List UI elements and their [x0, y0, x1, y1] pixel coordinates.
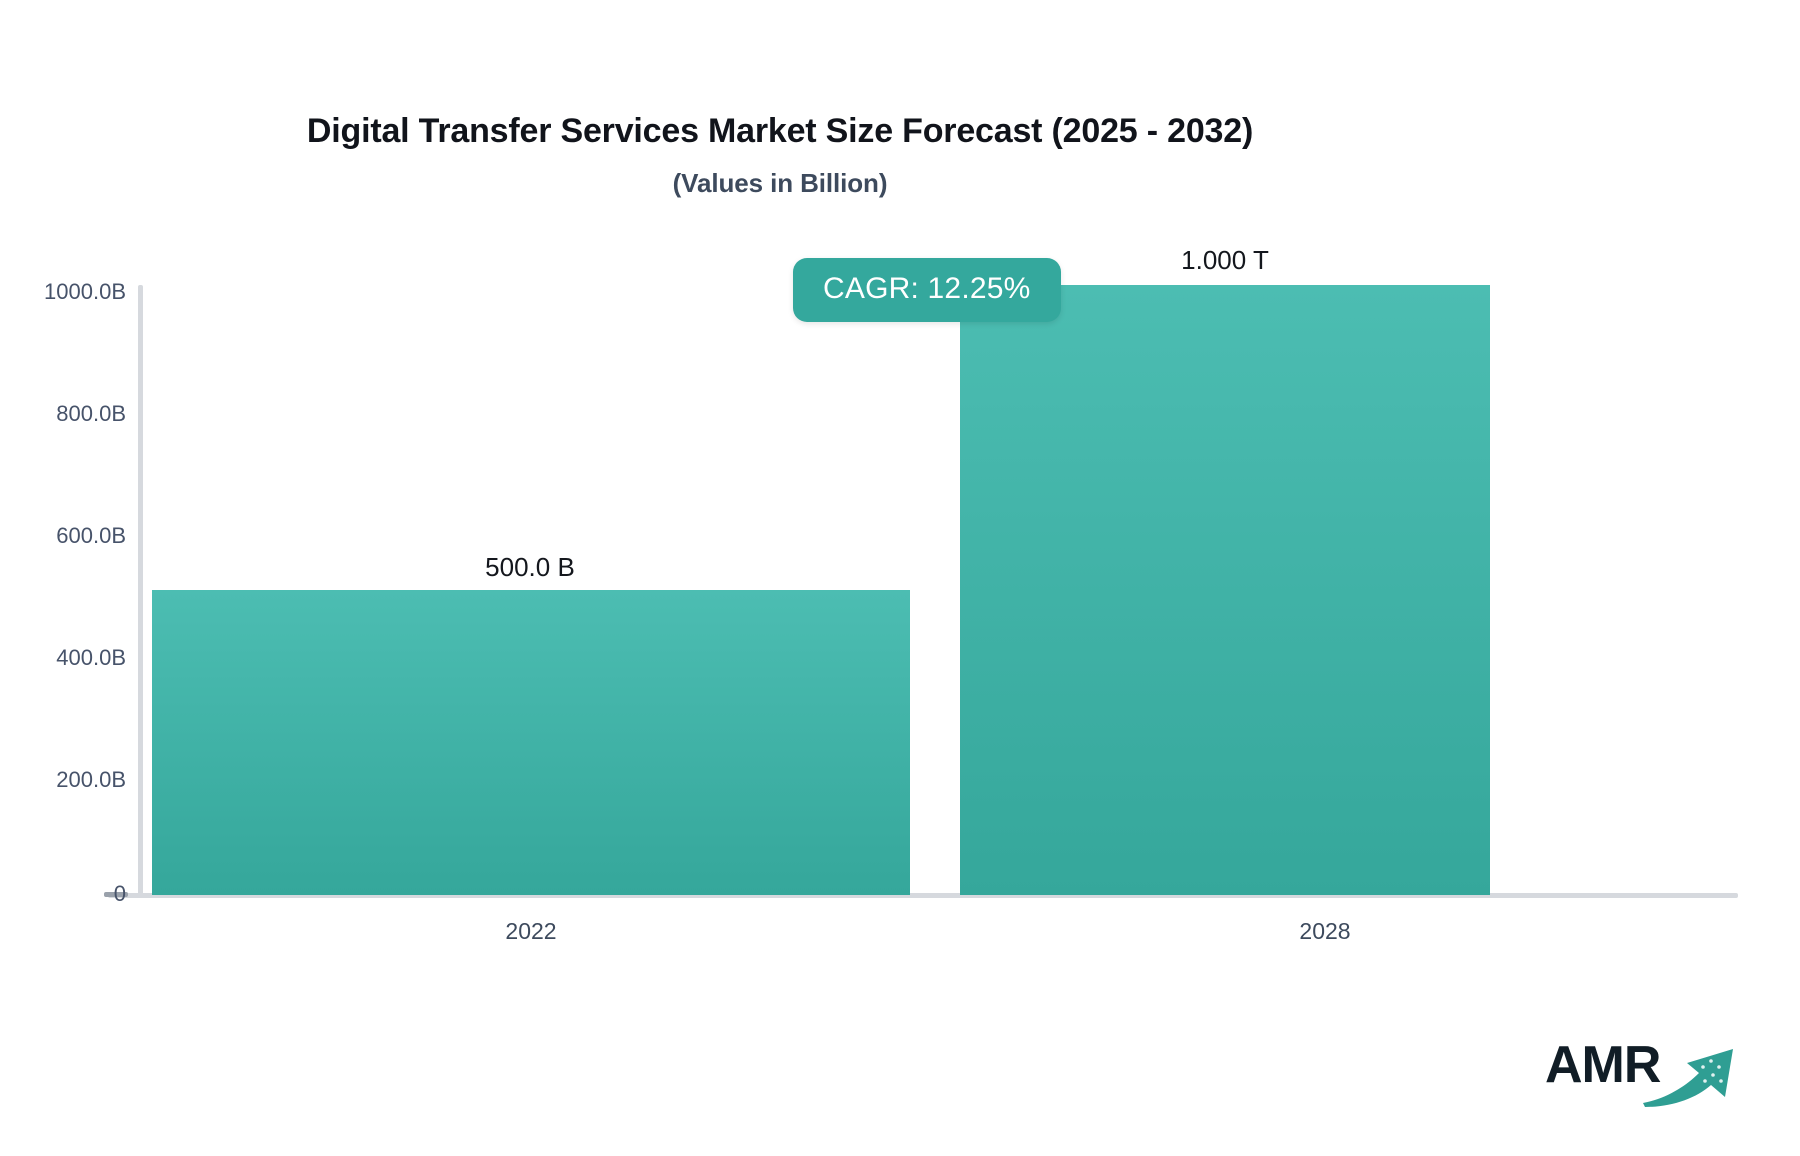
bar-value-label-2028: 1.000 T: [1181, 245, 1269, 275]
y-axis-tick-labels: 1000.0B 800.0B 600.0B 400.0B 200.0B 0: [0, 0, 126, 1156]
y-axis-zero-tick-mark: [104, 892, 128, 897]
y-tick-label: 0: [113, 881, 126, 906]
x-tick-label-2028: 2028: [1299, 918, 1351, 944]
cagr-badge: CAGR: 12.25%: [793, 258, 1061, 322]
y-tick-label: 600.0B: [56, 523, 126, 548]
y-tick-label: 400.0B: [56, 645, 126, 670]
bar-2022[interactable]: [152, 590, 910, 895]
y-axis-line: [138, 285, 143, 897]
bars-layer: [0, 285, 1800, 895]
y-tick-label: 200.0B: [56, 767, 126, 792]
amr-logo: AMR: [1545, 1035, 1745, 1115]
bar-2028[interactable]: [960, 285, 1490, 895]
amr-logo-text: AMR: [1545, 1036, 1661, 1094]
y-tick-label: 800.0B: [56, 401, 126, 426]
chart-title: Digital Transfer Services Market Size Fo…: [306, 112, 1254, 150]
y-tick-label: 1000.0B: [44, 279, 126, 304]
x-axis-line: [108, 893, 1738, 898]
chart-subtitle: (Values in Billion): [672, 168, 888, 198]
bar-value-label-2022: 500.0 B: [485, 552, 575, 582]
x-tick-label-2022: 2022: [505, 918, 557, 944]
growth-arrow-icon: [1643, 1049, 1733, 1107]
